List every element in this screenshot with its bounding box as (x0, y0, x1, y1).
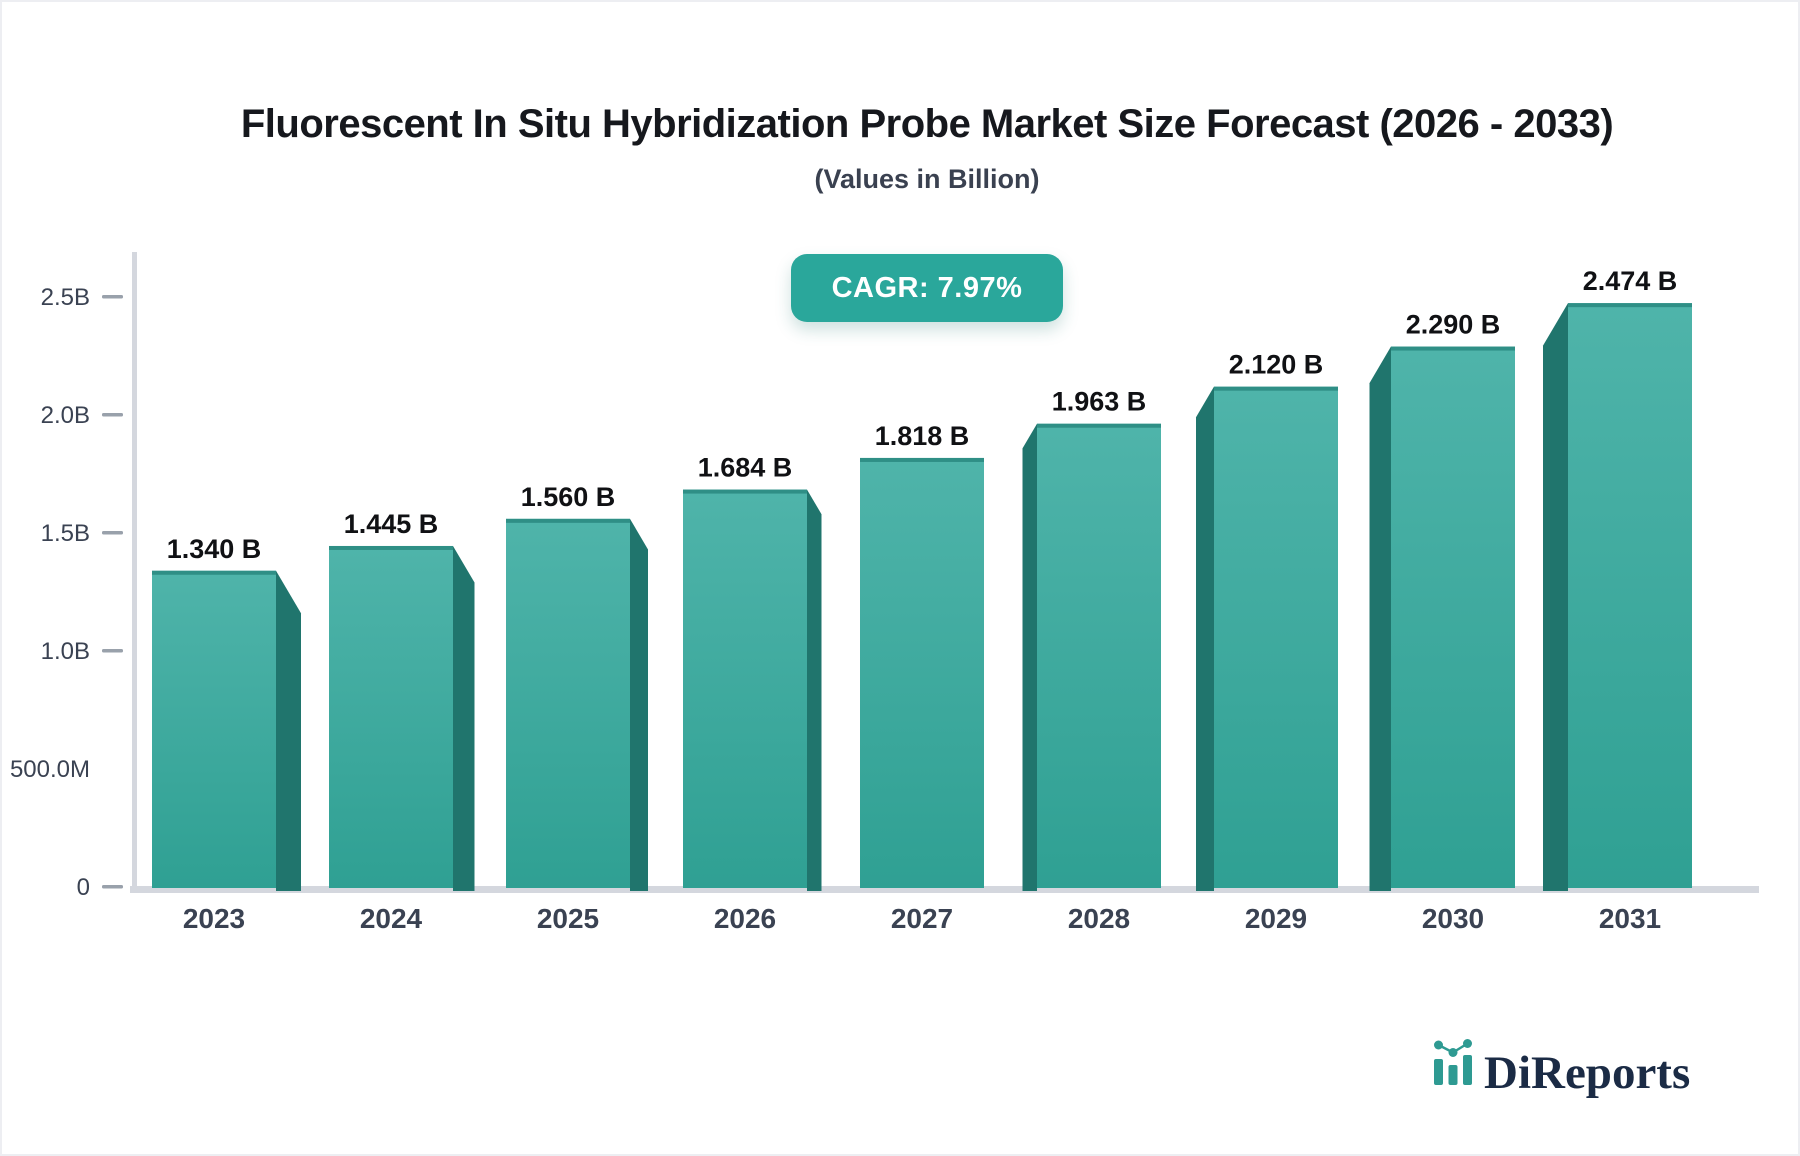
bar-2024 (329, 545, 453, 888)
logo-bar (1448, 1065, 1458, 1085)
bar-side-face (453, 545, 475, 891)
bar-top-edge (1391, 346, 1515, 351)
bar-group-2024 (329, 545, 475, 891)
y-axis-tick-dash (102, 649, 123, 653)
bar-side-face (1196, 386, 1214, 891)
bar-2025 (506, 518, 630, 888)
bar-value-label: 1.340 B (167, 534, 262, 564)
chart-title: Fluorescent In Situ Hybridization Probe … (240, 102, 1614, 146)
y-axis-tick-label: 1.0B (41, 638, 90, 665)
logo-bar (1463, 1055, 1472, 1085)
bar-side-face (1022, 423, 1037, 891)
bar-group-2026 (683, 489, 822, 891)
x-axis-label: 2025 (537, 903, 599, 934)
y-axis-tick-dash (102, 413, 123, 417)
x-axis-label: 2027 (891, 903, 953, 934)
y-axis-tick-dash (102, 531, 123, 535)
bar-side-face (807, 489, 822, 891)
bar-group-2027 (860, 457, 984, 888)
direports-logo: DiReports (1432, 1035, 1690, 1097)
bar-side-face (630, 518, 648, 891)
bar-side-face (276, 570, 301, 891)
logo-text: DiReports (1484, 1047, 1691, 1099)
bar-chart-logo-icon (1434, 1039, 1472, 1085)
bar-top-edge (329, 545, 453, 550)
bar-group-2029 (1196, 386, 1338, 891)
bar-group-2023 (152, 570, 301, 891)
cagr-badge: CAGR: 7.97% (791, 254, 1063, 322)
bar-top-edge (860, 457, 984, 462)
x-axis-line (130, 886, 1759, 893)
bar-group-2031 (1543, 303, 1692, 891)
bar-2029 (1214, 386, 1338, 888)
y-axis-tick-label: 500.0M (10, 756, 90, 783)
bar-top-edge (1214, 386, 1338, 391)
bar-top-edge (506, 518, 630, 523)
bar-top-edge (1568, 303, 1692, 308)
x-axis-label: 2029 (1245, 903, 1307, 934)
bar-value-label: 2.474 B (1583, 266, 1678, 296)
bar-2030 (1391, 346, 1515, 888)
y-axis-line (132, 252, 137, 893)
y-axis-tick-dash (102, 295, 123, 299)
logo-bar (1434, 1059, 1443, 1085)
bar-value-label: 2.120 B (1229, 350, 1324, 380)
bar-value-label: 1.445 B (344, 509, 439, 539)
logo-dot (1463, 1039, 1472, 1048)
logo-dot (1434, 1040, 1443, 1050)
bar-side-face (1543, 303, 1568, 891)
bar-side-face (1369, 346, 1391, 891)
bar-2031 (1568, 303, 1692, 888)
bar-value-label: 1.963 B (1052, 387, 1147, 417)
bar-top-edge (152, 570, 276, 575)
bar-group-2030 (1369, 346, 1515, 891)
x-axis-label: 2030 (1422, 903, 1484, 934)
bar-2028 (1037, 423, 1161, 888)
bar-value-label: 1.684 B (698, 453, 793, 483)
y-axis-tick-label: 0 (77, 874, 90, 901)
y-axis-tick-label: 1.5B (41, 520, 90, 547)
x-axis-label: 2023 (183, 903, 245, 934)
bar-group-2028 (1022, 423, 1161, 891)
bar-group-2025 (506, 518, 648, 891)
bar-2023 (152, 570, 276, 888)
x-axis-label: 2026 (714, 903, 776, 934)
chart-subtitle: (Values in Billion) (814, 164, 1040, 194)
x-axis-label: 2028 (1068, 903, 1130, 934)
y-axis-tick-label: 2.0B (41, 402, 90, 429)
logo-dot (1448, 1048, 1458, 1057)
bar-2026 (683, 489, 807, 888)
bar-top-edge (1037, 423, 1161, 428)
x-axis-label: 2031 (1599, 903, 1661, 934)
bar-top-edge (683, 489, 807, 494)
bar-value-label: 2.290 B (1406, 310, 1501, 340)
y-axis-tick-label: 2.5B (41, 284, 90, 311)
bar-2027 (860, 457, 984, 888)
bar-value-label: 1.818 B (875, 421, 970, 451)
y-axis-tick-dash (102, 885, 123, 889)
x-axis-label: 2024 (360, 903, 423, 934)
bar-value-label: 1.560 B (521, 482, 616, 512)
